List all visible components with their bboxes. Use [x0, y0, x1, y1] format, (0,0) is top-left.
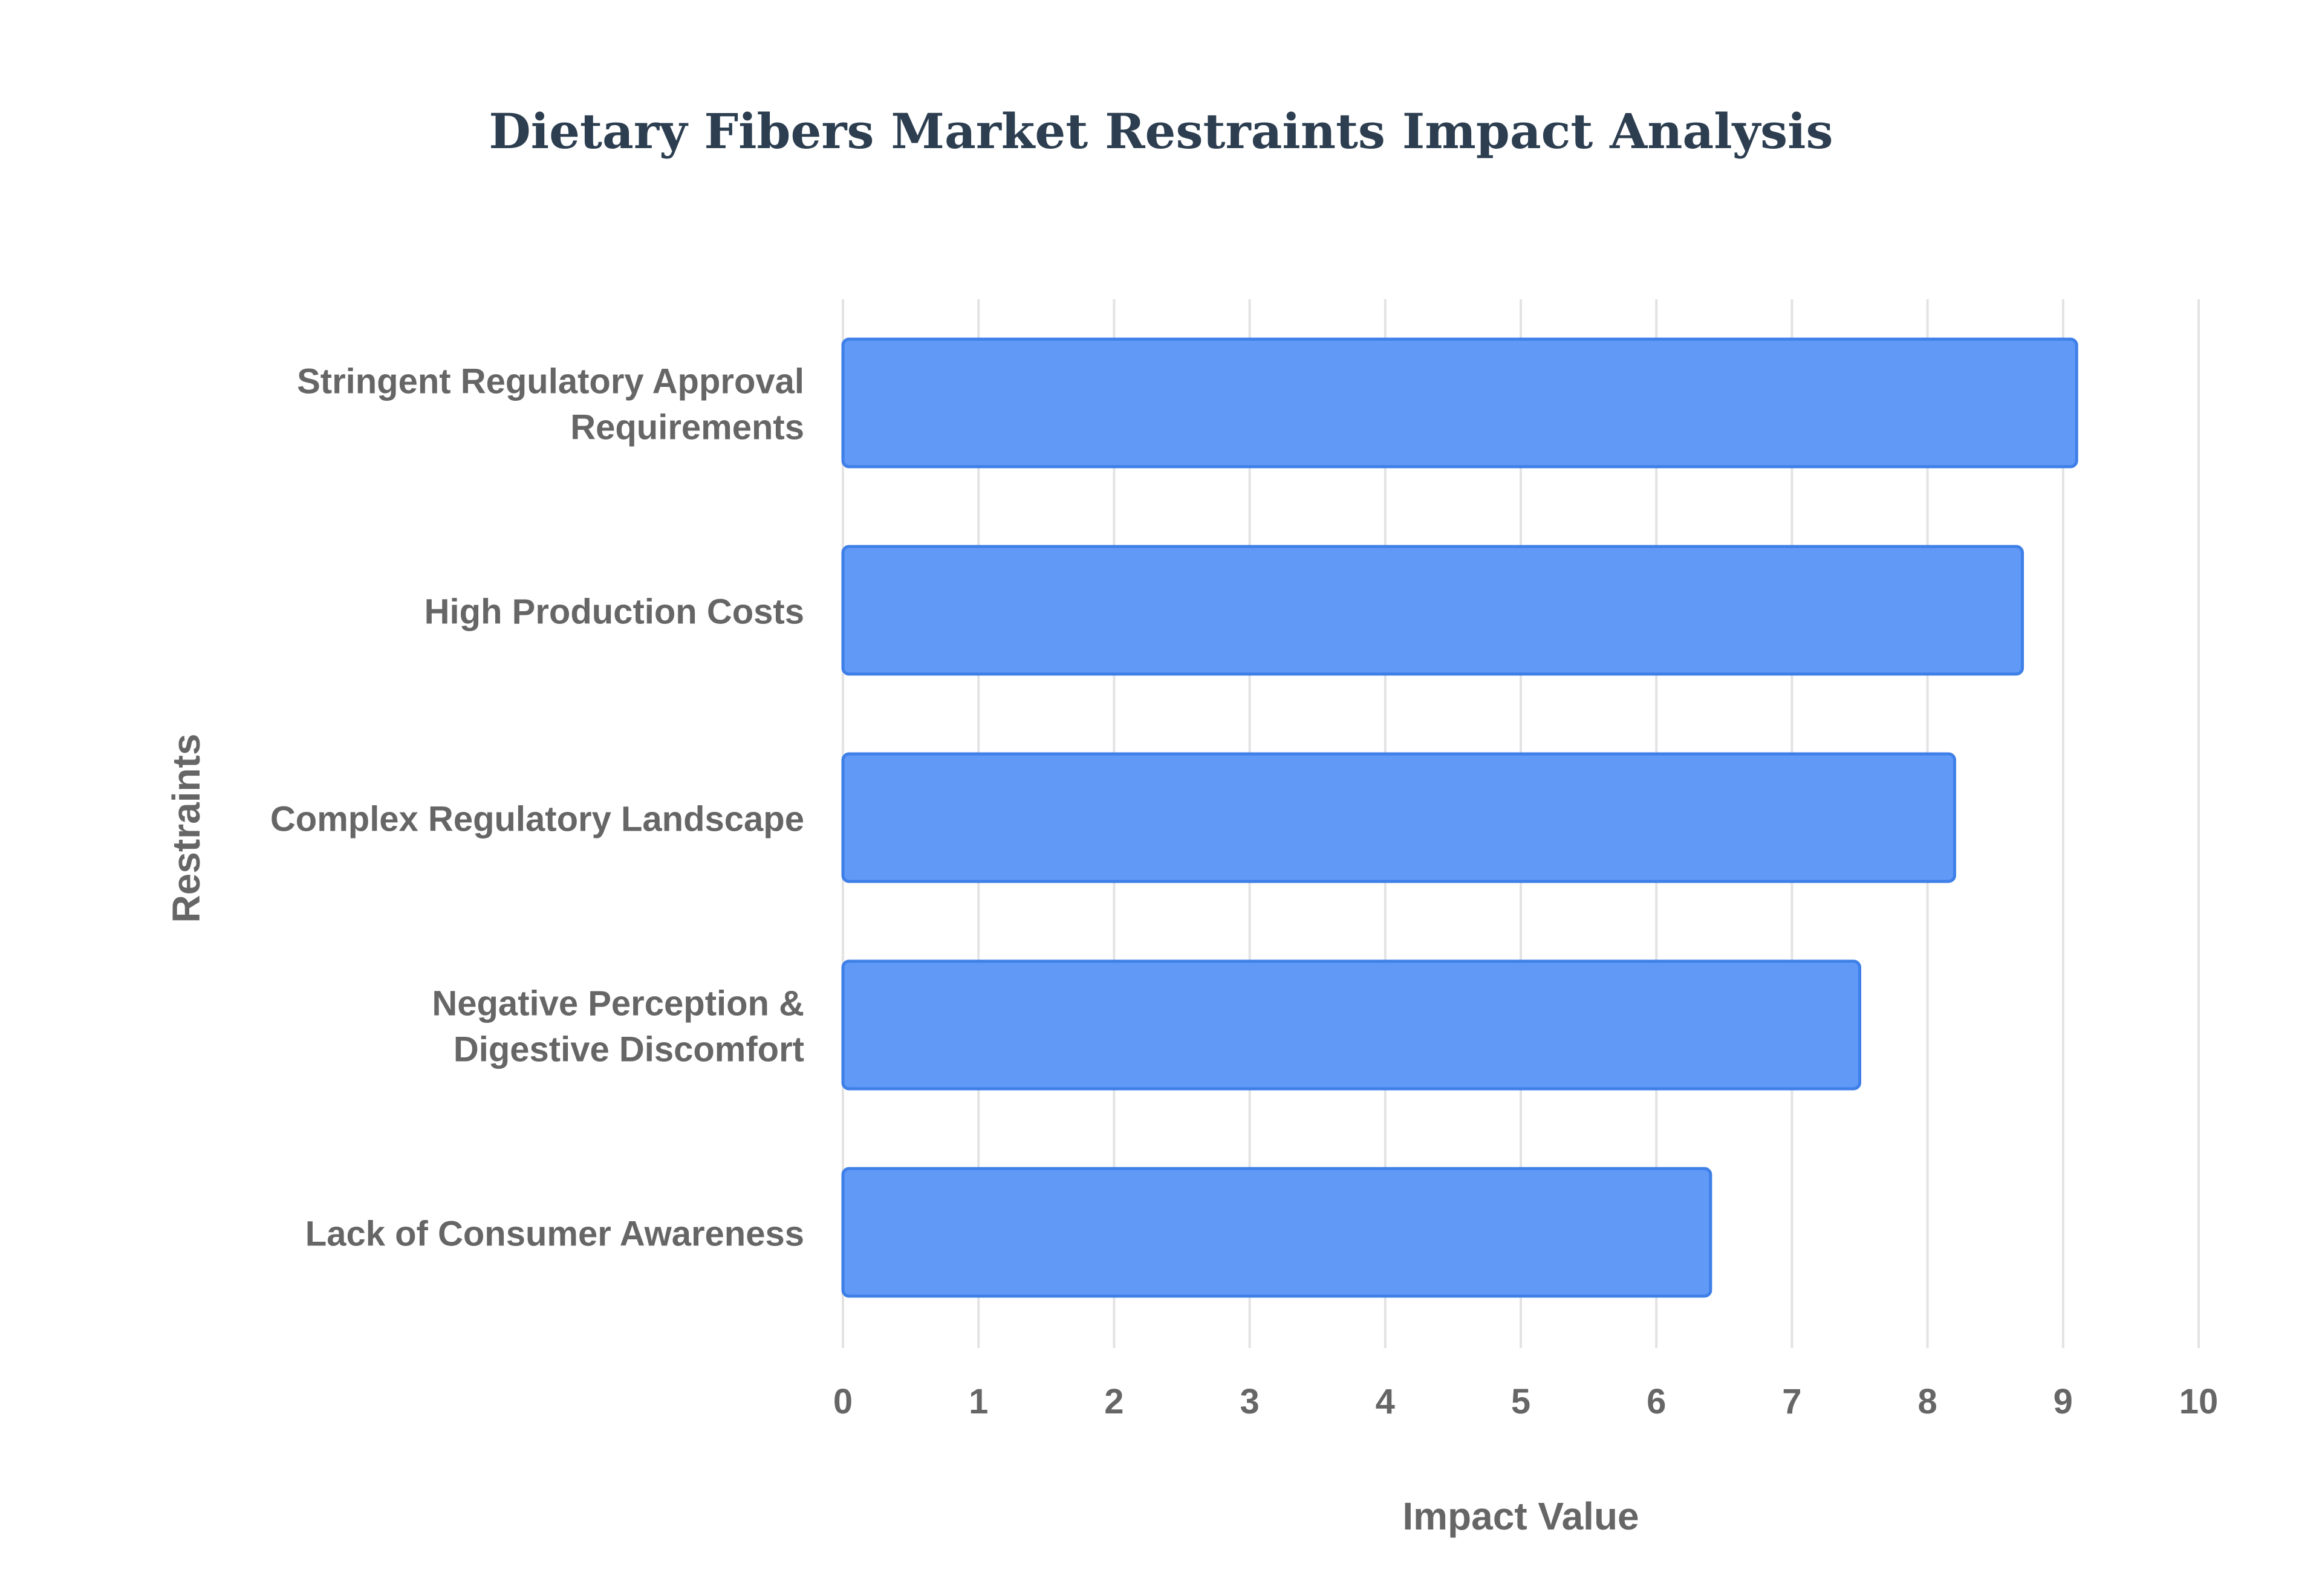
bar [841, 1167, 1712, 1298]
y-category-labels: Stringent Regulatory Approval Requirement… [270, 362, 804, 1254]
x-tick-label: 2 [1104, 1382, 1124, 1421]
y-category-label: Stringent Regulatory Approval [297, 362, 804, 401]
x-tick-label: 10 [2179, 1382, 2219, 1421]
x-tick-label: 8 [1917, 1382, 1937, 1421]
x-tick-label: 7 [1782, 1382, 1801, 1421]
x-tick-label: 6 [1647, 1382, 1666, 1421]
chart-title: Dietary Fibers Market Restraints Impact … [489, 103, 1833, 160]
y-category-label: High Production Costs [424, 592, 804, 632]
x-tick-label: 1 [969, 1382, 988, 1421]
x-tick-label: 4 [1376, 1382, 1395, 1421]
x-axis-title: Impact Value [1402, 1494, 1639, 1538]
x-tick-label: 0 [833, 1382, 853, 1421]
x-tick-label: 5 [1511, 1382, 1530, 1421]
bar [841, 752, 1956, 883]
x-tick-label: 3 [1240, 1382, 1259, 1421]
x-tick-labels: 0 1 2 3 4 5 6 7 8 9 10 [833, 1382, 2218, 1421]
x-tick-label: 9 [2054, 1382, 2073, 1421]
y-category-label: Requirements [570, 408, 804, 447]
y-axis-title: Restraints [164, 734, 208, 923]
y-category-label: Negative Perception & [432, 984, 804, 1023]
y-category-label: Digestive Discomfort [454, 1030, 804, 1069]
bars [841, 337, 2078, 1298]
bar [841, 337, 2078, 469]
bar [841, 545, 2024, 676]
y-category-label: Complex Regulatory Landscape [270, 800, 804, 839]
bar [841, 959, 1861, 1091]
y-category-label: Lack of Consumer Awareness [305, 1215, 804, 1254]
